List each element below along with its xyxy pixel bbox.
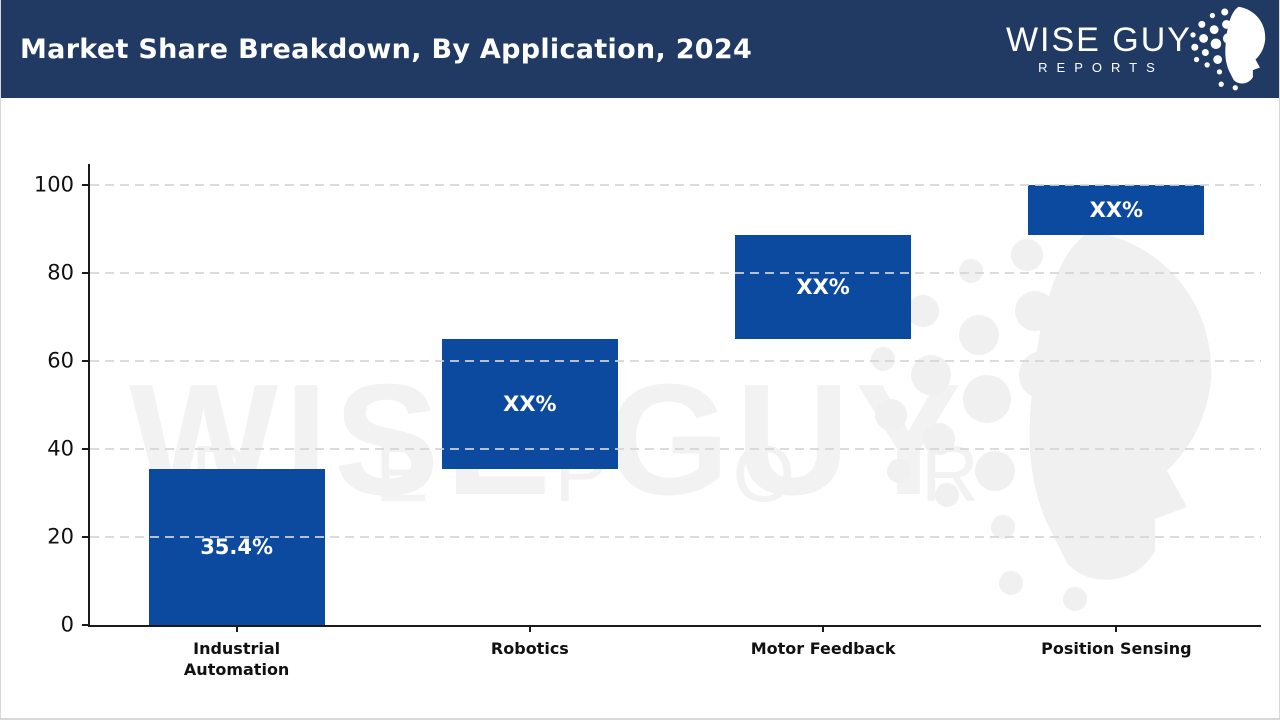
y-tick-label-80: 80: [47, 260, 74, 285]
bar-industrial-automation: 35.4%: [148, 469, 325, 625]
y-tick-20: [82, 536, 90, 538]
y-tick-label-60: 60: [47, 348, 74, 373]
x-tick-label-motor-feedback: Motor Feedback: [750, 639, 896, 658]
y-tick-60: [82, 360, 90, 362]
bar-value-label-industrial-automation: 35.4%: [200, 535, 274, 560]
gridline-100: [90, 184, 1261, 186]
x-tick-robotics: [528, 625, 531, 632]
x-tick-industrial-automation: [235, 625, 238, 632]
y-tick-label-40: 40: [47, 436, 74, 461]
y-tick-80: [82, 272, 90, 274]
y-tick-label-100: 100: [33, 172, 74, 197]
logo-text: WISE GUY REPORTS: [1006, 23, 1192, 75]
page-title: Market Share Breakdown, By Application, …: [20, 33, 753, 65]
bar-value-label-position-sensing: XX%: [1089, 198, 1144, 223]
bar-motor-feedback: XX%: [735, 235, 912, 339]
bar-value-label-motor-feedback: XX%: [796, 275, 850, 300]
bar-position-sensing: XX%: [1028, 185, 1205, 236]
gridline-20: [90, 536, 1261, 538]
gridline-40: [90, 448, 1261, 450]
chart-canvas: WISE GUY R E P O R T S 0 20 40 60 80 100 35.4%…: [1, 98, 1279, 718]
x-tick-label-robotics: Robotics: [490, 639, 569, 658]
logo-wordmark: WISE GUY: [1005, 21, 1192, 59]
y-tick-100: [82, 184, 90, 186]
x-tick-position-sensing: [1115, 625, 1118, 632]
y-tick-label-0: 0: [60, 612, 74, 637]
plot-area: 0 20 40 60 80 100 35.4% Industrial Automation XX…: [34, 164, 1261, 679]
gridline-80: [90, 272, 1261, 274]
y-tick-0: [82, 624, 90, 626]
y-tick-40: [82, 448, 90, 450]
gridline-60: [90, 360, 1261, 362]
logo-subtext: REPORTS: [1038, 60, 1164, 75]
wiseguy-logo: WISE GUY REPORTS: [1006, 3, 1274, 95]
header: Market Share Breakdown, By Application, …: [1, 0, 1279, 98]
bar-value-label-robotics: XX%: [503, 392, 557, 417]
logo-head-icon: [1190, 6, 1266, 91]
x-tick-label-position-sensing: Position Sensing: [1041, 639, 1192, 658]
x-tick-motor-feedback: [822, 625, 825, 632]
x-tick-label-industrial-automation: Industrial Automation: [183, 639, 290, 679]
y-tick-label-20: 20: [47, 524, 74, 549]
